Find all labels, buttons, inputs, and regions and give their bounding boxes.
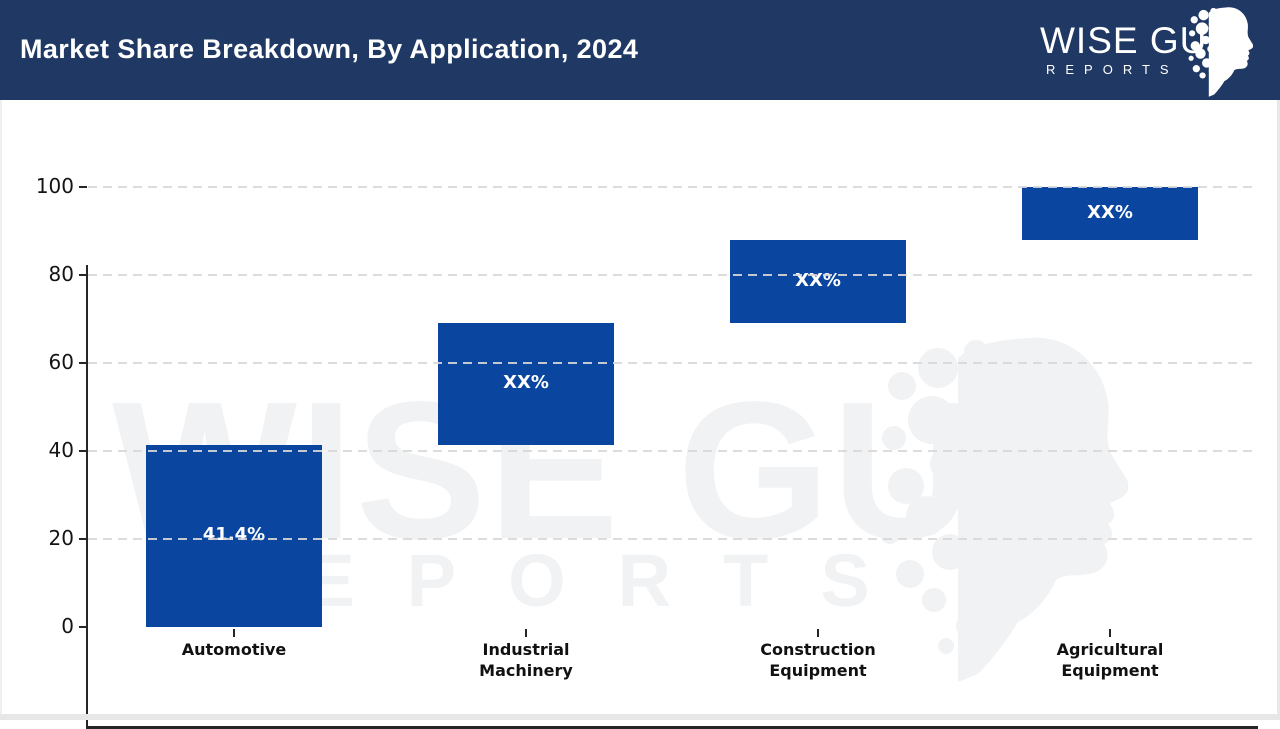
page-title: Market Share Breakdown, By Application, … xyxy=(20,34,639,64)
gridline-20 xyxy=(88,538,1256,540)
x-category-label: Industrial Machinery xyxy=(479,640,573,680)
y-tick-label-0: 0 xyxy=(61,614,74,638)
y-axis-spine xyxy=(86,265,88,729)
header-bar: Market Share Breakdown, By Application, … xyxy=(0,0,1280,100)
gridline-80 xyxy=(88,274,1256,276)
y-tick-mark-60 xyxy=(79,362,87,364)
bar-construction-equipment xyxy=(730,240,906,323)
y-tick-mark-40 xyxy=(79,450,87,452)
y-tick-label-20: 20 xyxy=(48,526,74,550)
x-category-label: Automotive xyxy=(181,640,287,659)
x-category-label: Agricultural Equipment xyxy=(1056,640,1164,680)
gridline-100 xyxy=(88,186,1256,188)
gridline-40 xyxy=(88,450,1256,452)
y-tick-label-100: 100 xyxy=(35,174,74,198)
x-tick-mark xyxy=(525,629,527,637)
bar-value-label: XX% xyxy=(795,269,841,291)
y-tick-mark-20 xyxy=(79,538,87,540)
x-category-label: Construction Equipment xyxy=(760,640,876,680)
chart-canvas: WISE GUY REPORTS 0 20 40 60 80 100 Automotive… xyxy=(0,100,1280,729)
x-tick-mark xyxy=(233,629,235,637)
gridline-60 xyxy=(88,362,1256,364)
canvas-right-border xyxy=(1277,100,1280,720)
bar-value-label: XX% xyxy=(503,371,549,393)
y-tick-mark-80 xyxy=(79,274,87,276)
watermark-face-icon xyxy=(880,337,1128,682)
logo-subtext: REPORTS xyxy=(1046,62,1179,77)
canvas-bottom-border xyxy=(0,714,1280,720)
bar-agricultural-equipment xyxy=(1022,187,1198,241)
y-tick-mark-0 xyxy=(79,626,87,628)
wiseguy-logo: WISE GUY REPORTS xyxy=(1030,0,1280,100)
y-tick-mark-100 xyxy=(79,186,87,188)
wiseguy-face-icon xyxy=(1188,7,1253,97)
y-tick-label-80: 80 xyxy=(48,262,74,286)
canvas-left-border xyxy=(0,100,2,720)
bar-industrial-machinery xyxy=(438,322,614,445)
bar-value-label: XX% xyxy=(1087,201,1133,223)
y-tick-label-60: 60 xyxy=(48,350,74,374)
bar-automotive xyxy=(146,444,322,627)
bar-value-label: 41.4% xyxy=(202,523,266,545)
y-tick-label-40: 40 xyxy=(48,438,74,462)
x-tick-mark xyxy=(817,629,819,637)
x-tick-mark xyxy=(1109,629,1111,637)
